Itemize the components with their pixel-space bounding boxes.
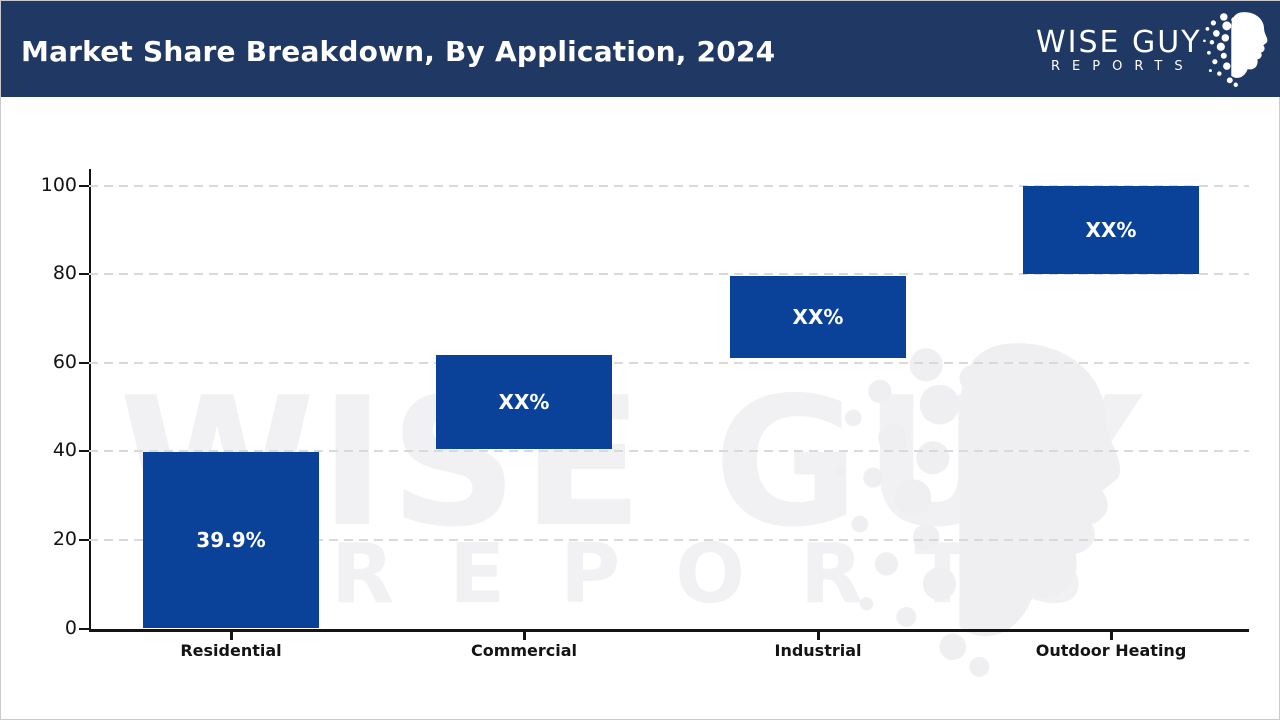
bar-value-label: 39.9% xyxy=(196,528,266,553)
y-tick-label: 80 xyxy=(52,262,77,285)
bar-commercial: XX% xyxy=(436,355,612,450)
bar-value-label: XX% xyxy=(1085,218,1137,243)
bar-value-label: XX% xyxy=(792,304,844,329)
x-category-label: Residential xyxy=(180,641,282,660)
y-tick-label: 100 xyxy=(40,173,77,196)
bar-industrial: XX% xyxy=(730,275,906,358)
brand-logo-subtitle: REPORTS xyxy=(1051,59,1195,74)
y-tick-mark xyxy=(79,184,89,187)
gridline-y100 xyxy=(89,184,1249,187)
chart-area: WISE GUY REPORTS 0 20 40 60 80 100 39.9% Reside… xyxy=(1,97,1280,721)
logo-dotted-head-icon xyxy=(1201,8,1269,90)
y-tick-label: 0 xyxy=(64,616,77,639)
watermark-subtitle: REPORTS xyxy=(331,527,1140,622)
x-category-label: Commercial xyxy=(470,641,578,660)
brand-logo: WISE GUY REPORTS xyxy=(1001,1,1271,97)
y-tick-label: 20 xyxy=(52,527,77,550)
gridline-y20 xyxy=(89,538,1249,541)
x-category-label: Industrial xyxy=(774,641,862,660)
brand-logo-wordmark: WISE GUY xyxy=(1036,25,1202,60)
x-axis-line xyxy=(89,629,1249,632)
x-tick-mark xyxy=(523,632,526,640)
y-tick-mark xyxy=(79,538,89,541)
y-axis-line xyxy=(89,169,91,632)
watermark-dotted-head-icon xyxy=(826,325,1126,690)
gridline-y40 xyxy=(89,450,1249,453)
y-tick-label: 40 xyxy=(52,439,77,462)
x-tick-mark xyxy=(230,632,233,640)
y-tick-mark xyxy=(79,450,89,453)
y-tick-mark xyxy=(79,627,89,630)
bar-value-label: XX% xyxy=(498,390,550,415)
y-tick-mark xyxy=(79,273,89,276)
gridline-y60 xyxy=(89,361,1249,364)
x-category-label: Outdoor Heating xyxy=(1035,641,1187,660)
y-tick-mark xyxy=(79,361,89,364)
page-title: Market Share Breakdown, By Application, … xyxy=(21,35,776,68)
y-tick-label: 60 xyxy=(52,350,77,373)
bar-outdoor-heating: XX% xyxy=(1023,185,1199,275)
x-tick-mark xyxy=(817,632,820,640)
header-band: Market Share Breakdown, By Application, … xyxy=(1,1,1280,97)
x-tick-mark xyxy=(1110,632,1113,640)
gridline-y80 xyxy=(89,273,1249,276)
bar-residential: 39.9% xyxy=(143,451,319,629)
